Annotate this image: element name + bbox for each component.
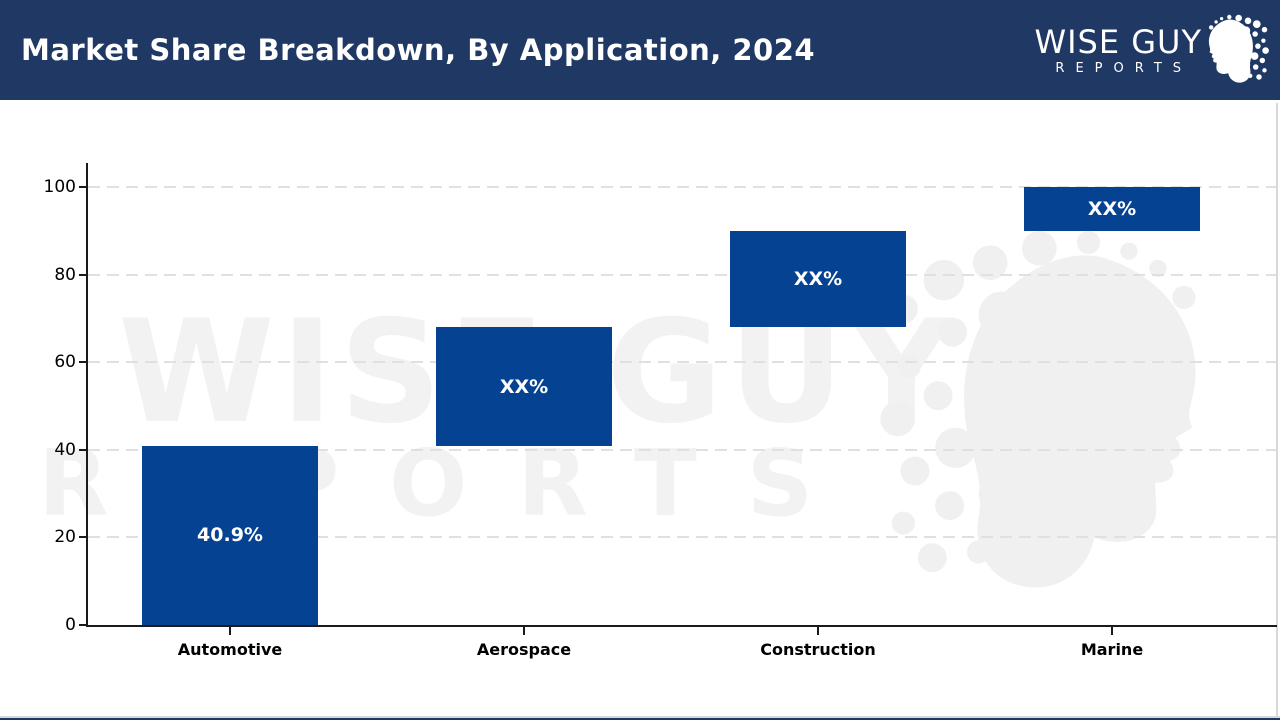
logo-subtitle: REPORTS (1055, 60, 1193, 76)
y-tick-mark (79, 186, 88, 188)
y-tick-label: 40 (54, 439, 76, 460)
bar-marine: XX% (1024, 187, 1200, 231)
y-tick-label: 0 (65, 615, 76, 635)
footer-divider (0, 716, 1280, 718)
gridline (88, 361, 1277, 364)
x-tick-mark (817, 627, 819, 635)
y-tick-mark (79, 624, 88, 626)
chart-title: Market Share Breakdown, By Application, … (21, 33, 816, 67)
bar-construction: XX% (730, 230, 906, 328)
header-banner: Market Share Breakdown, By Application, … (0, 0, 1280, 100)
y-tick-label: 80 (54, 264, 76, 285)
x-category-label: Construction (760, 640, 876, 659)
y-tick-label: 20 (54, 527, 76, 548)
plot-right-border (1276, 103, 1278, 716)
footer-bar (0, 718, 1280, 720)
bar-aerospace: XX% (436, 327, 612, 446)
x-category-label: Marine (1080, 640, 1144, 659)
wiseguy-logo: WISE GUY REPORTS (1034, 8, 1270, 92)
y-tick-mark (79, 361, 88, 364)
y-tick-label: 60 (54, 352, 76, 373)
bar-value-label: 40.9% (197, 524, 263, 547)
gridline (88, 448, 1277, 451)
gridline (88, 186, 1277, 188)
x-category-label: Automotive (177, 640, 283, 659)
x-tick-mark (229, 627, 231, 635)
y-axis-line (86, 163, 88, 627)
y-tick-mark (79, 448, 88, 451)
gridline (88, 273, 1277, 276)
y-tick-mark (79, 273, 88, 276)
x-tick-mark (1111, 627, 1113, 635)
y-tick-mark (79, 536, 88, 539)
bar-value-label: XX% (499, 375, 549, 398)
y-tick-label: 100 (43, 177, 76, 197)
bar-value-label: XX% (1087, 197, 1137, 220)
gridline (88, 536, 1277, 539)
x-tick-mark (523, 627, 525, 635)
logo-text: WISE GUY REPORTS (1034, 25, 1202, 76)
x-category-label: Aerospace (476, 640, 572, 659)
x-axis-line (86, 625, 1277, 627)
bar-value-label: XX% (793, 267, 843, 290)
logo-wordmark: WISE GUY (1034, 22, 1202, 61)
bar-automotive: 40.9% (142, 445, 318, 625)
